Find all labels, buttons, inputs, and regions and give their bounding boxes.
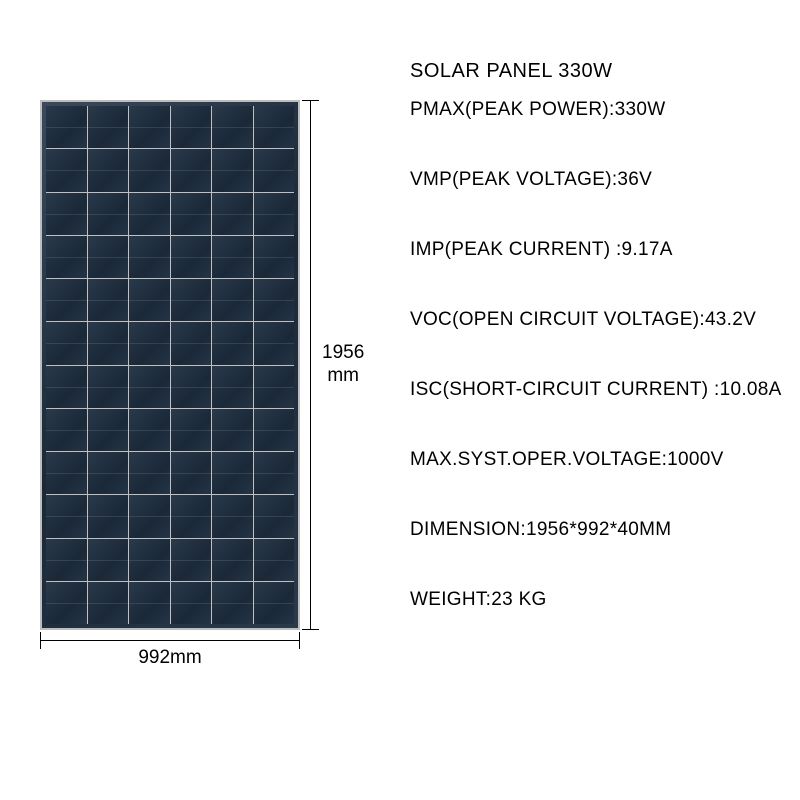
solar-cell [171,236,212,278]
solar-cell [129,149,170,191]
solar-cell [171,279,212,321]
solar-cell [46,149,87,191]
solar-cell [212,495,253,537]
solar-cell [254,366,295,408]
solar-cell [46,193,87,235]
solar-cell [254,495,295,537]
spec-voc: VOC(OPEN CIRCUIT VOLTAGE):43.2V [410,309,785,331]
solar-cell [129,322,170,364]
solar-cell [88,539,129,581]
solar-cell [46,539,87,581]
solar-cell [171,322,212,364]
solar-cell [88,582,129,624]
solar-cell [129,495,170,537]
solar-cell [254,582,295,624]
solar-cell [46,236,87,278]
solar-cell [212,582,253,624]
solar-cell [212,452,253,494]
solar-cell [212,149,253,191]
diagram-area: 1956 mm 992mm [0,0,400,800]
solar-cell [129,279,170,321]
solar-cell [46,279,87,321]
height-dimension: 1956 mm [310,100,311,630]
solar-cell [88,193,129,235]
solar-cell [129,409,170,451]
solar-cell [88,452,129,494]
solar-cell [171,149,212,191]
solar-cell [212,539,253,581]
spec-imp: IMP(PEAK CURRENT) :9.17A [410,239,785,261]
width-dimension: 992mm [40,640,300,669]
solar-cell [88,322,129,364]
solar-cell [171,452,212,494]
solar-cell [171,366,212,408]
solar-cell [129,539,170,581]
spec-weight: WEIGHT:23 KG [410,589,785,611]
height-dim-line [310,100,311,630]
solar-cell [171,409,212,451]
solar-cell [212,322,253,364]
solar-cell [212,236,253,278]
solar-cell [254,193,295,235]
solar-cell [129,106,170,148]
solar-cell [254,539,295,581]
cell-grid [46,106,294,624]
spec-isc: ISC(SHORT-CIRCUIT CURRENT) :10.08A [410,379,785,401]
solar-cell [46,409,87,451]
solar-cell [171,539,212,581]
solar-cell [254,452,295,494]
solar-cell [212,366,253,408]
solar-cell [254,236,295,278]
solar-cell [171,495,212,537]
product-title: SOLAR PANEL 330W [410,60,785,83]
solar-cell [46,495,87,537]
spec-list: SOLAR PANEL 330W PMAX(PEAK POWER):330W V… [400,0,800,800]
spec-vmp: VMP(PEAK VOLTAGE):36V [410,169,785,191]
solar-cell [129,582,170,624]
spec-maxvolt: MAX.SYST.OPER.VOLTAGE:1000V [410,449,785,471]
solar-cell [88,106,129,148]
product-spec-container: 1956 mm 992mm SOLAR PANEL 330W PMAX(PEAK… [0,0,800,800]
solar-cell [171,582,212,624]
solar-cell [171,106,212,148]
solar-cell [46,322,87,364]
solar-cell [254,409,295,451]
panel-diagram: 1956 mm 992mm [40,100,320,630]
solar-cell [254,106,295,148]
solar-cell [254,279,295,321]
solar-cell [129,366,170,408]
solar-cell [212,193,253,235]
solar-cell [171,193,212,235]
solar-cell [88,409,129,451]
solar-cell [254,322,295,364]
solar-cell [46,582,87,624]
solar-cell [88,149,129,191]
solar-cell [88,495,129,537]
solar-cell [46,452,87,494]
width-dim-label: 992mm [40,647,300,669]
solar-cell [212,279,253,321]
solar-cell [88,279,129,321]
solar-cell [254,149,295,191]
solar-cell [129,236,170,278]
solar-cell [129,452,170,494]
solar-cell [212,409,253,451]
solar-cell [88,236,129,278]
spec-dimension: DIMENSION:1956*992*40MM [410,519,785,541]
solar-panel-graphic [40,100,300,630]
solar-cell [129,193,170,235]
solar-cell [46,366,87,408]
solar-cell [88,366,129,408]
solar-cell [46,106,87,148]
width-dim-line [40,640,300,641]
solar-cell [212,106,253,148]
height-dim-label: 1956 mm [322,342,364,388]
spec-pmax: PMAX(PEAK POWER):330W [410,99,785,121]
